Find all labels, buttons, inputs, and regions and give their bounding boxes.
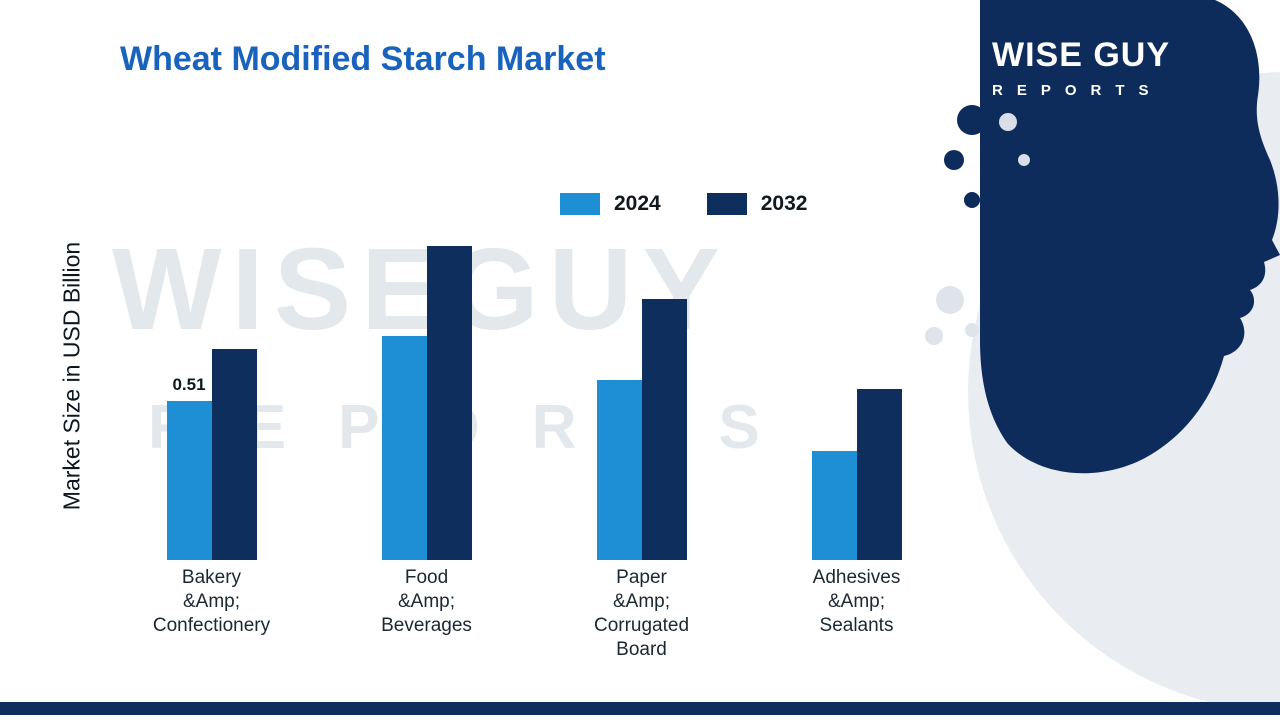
dot-decoration	[925, 327, 943, 345]
category-label-2: Food &Amp; Beverages	[381, 567, 472, 636]
brand-logo-wordmark: WISE GUY	[992, 36, 1171, 74]
dot-decoration	[964, 192, 980, 208]
category-label-1: Bakery &Amp; Confectionery	[152, 567, 271, 636]
legend-item-2024: 2024	[560, 192, 661, 216]
legend-label-2032: 2032	[760, 192, 808, 215]
bar-group-4	[811, 389, 902, 560]
legend-swatch-2024	[560, 193, 600, 215]
bar-group-2	[381, 246, 472, 560]
bar-group-3	[596, 299, 687, 560]
bar-2024-category-3	[596, 380, 642, 560]
brand-logo-subtitle: REPORTS	[992, 82, 1163, 99]
dot-decoration	[957, 105, 987, 135]
dot-decoration	[944, 150, 964, 170]
bar-2024-category-4	[811, 451, 857, 560]
page-title: Wheat Modified Starch Market	[120, 40, 606, 78]
head-profile-decoration	[925, 0, 1280, 474]
dot-decoration	[936, 286, 964, 314]
category-label-4: Adhesives &Amp; Sealants	[812, 567, 901, 636]
bar-group-1: 0.51	[166, 349, 257, 560]
category-label-3: Paper &Amp; Corrugated Board	[593, 567, 690, 660]
footer-bar-decoration	[0, 702, 1280, 715]
bar-value-label: 0.51	[172, 375, 206, 394]
bar-2024-category-2	[381, 336, 427, 560]
bar-2032-category-2	[426, 246, 472, 560]
x-axis-labels: Bakery &Amp; Confectionery Food &Amp; Beverag…	[104, 566, 964, 662]
dot-decoration	[965, 323, 979, 337]
dot-decoration	[999, 113, 1017, 131]
brand-logo: WISE GUY REPORTS	[992, 36, 1170, 99]
chart-legend: 2024 2032	[560, 192, 807, 216]
bar-2032-category-3	[641, 299, 687, 560]
bar-2032-category-4	[856, 389, 902, 560]
bar-2032-category-1	[211, 349, 257, 560]
bar-chart-plot: 0.51	[104, 218, 964, 560]
y-axis-label: Market Size in USD Billion	[58, 241, 85, 511]
legend-swatch-2032	[706, 193, 747, 215]
dot-decoration	[1018, 154, 1030, 166]
bar-2024-category-1: 0.51	[166, 375, 212, 560]
legend-item-2032: 2032	[706, 192, 808, 216]
legend-label-2024: 2024	[614, 192, 661, 215]
